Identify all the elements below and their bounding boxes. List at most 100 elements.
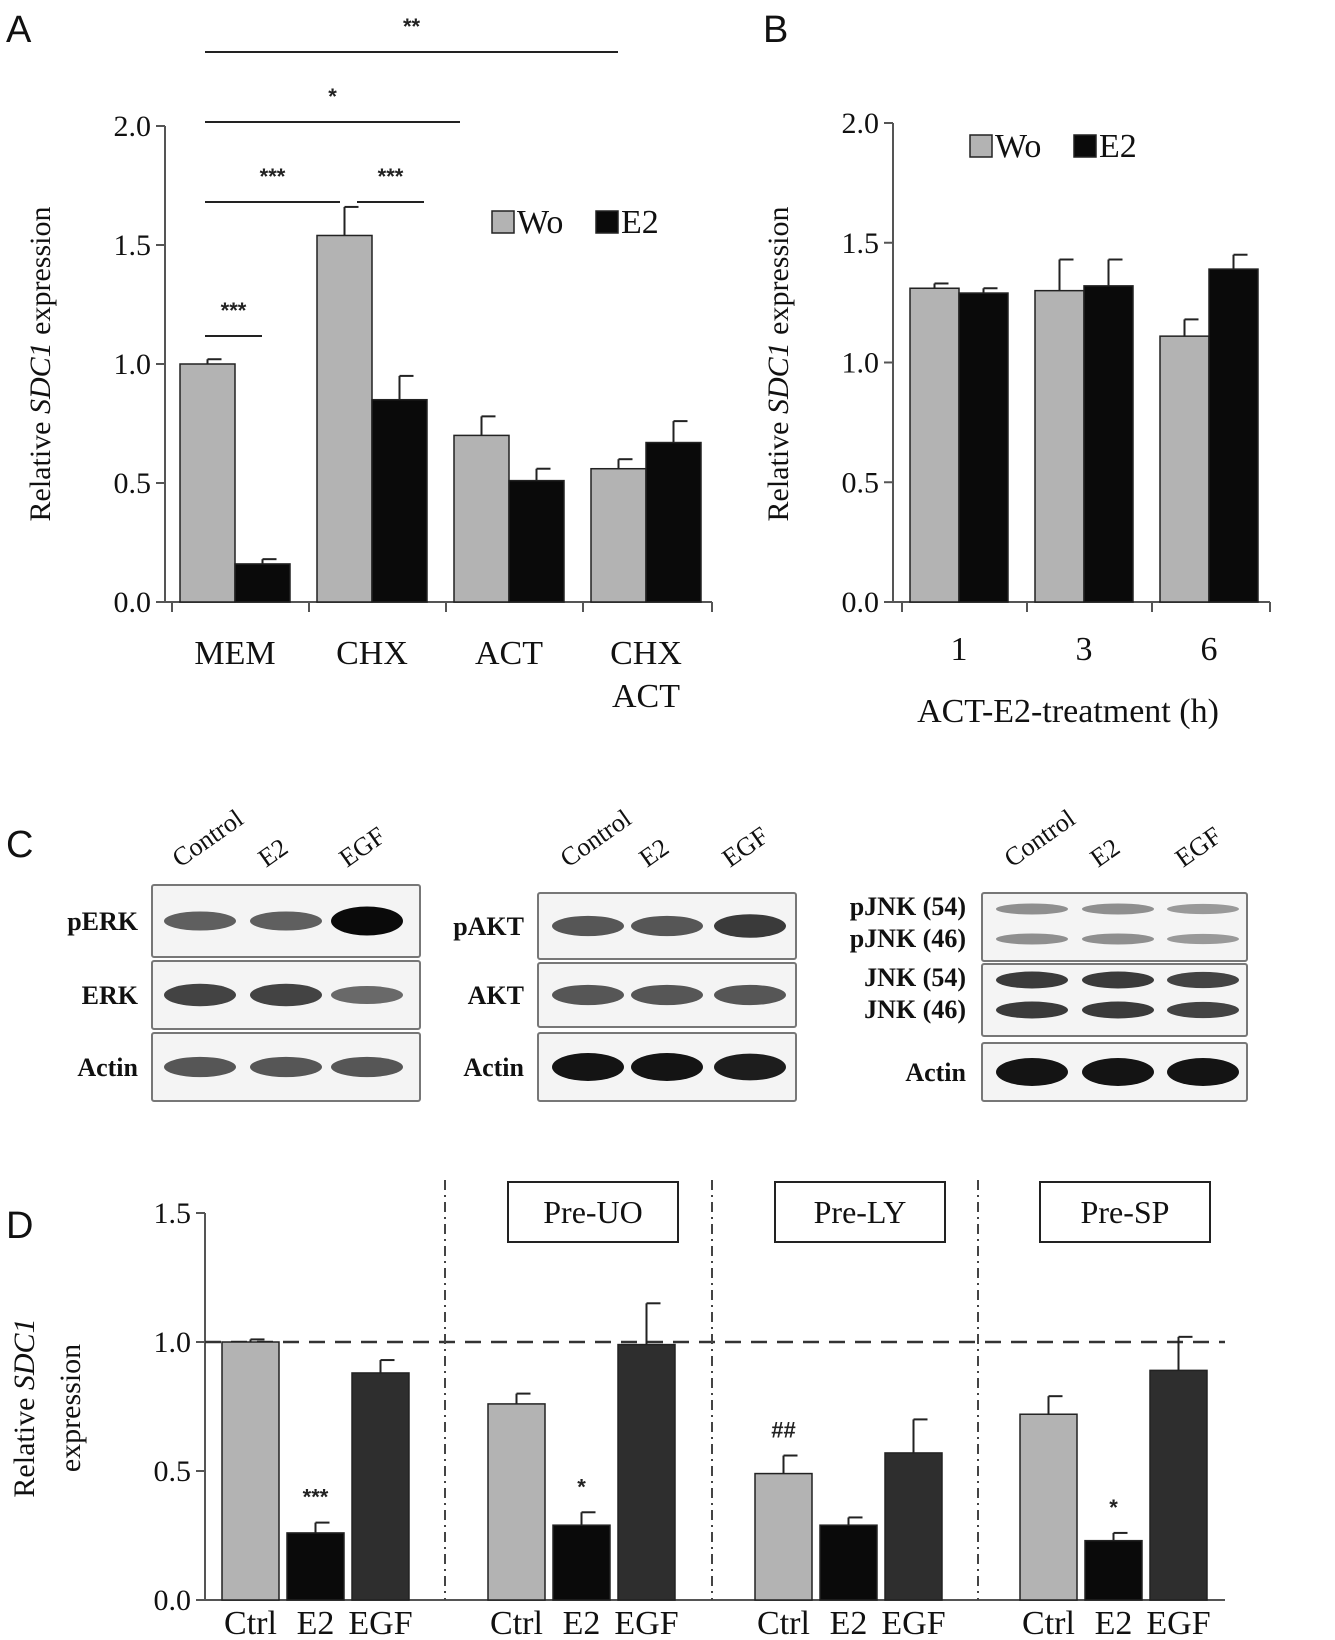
blot-2-band <box>1167 903 1239 915</box>
blot-2-lane-label: Control <box>999 804 1081 873</box>
blot-0-band <box>331 986 403 1004</box>
chart-d-bar-2-egf <box>884 1452 943 1601</box>
chart-d-bar-2-e2 <box>819 1524 878 1601</box>
chart-b: 0.0 0.5 1.0 1.5 2.0 1 3 6 ACT-E2-treatment (h) Re… <box>762 107 1271 730</box>
panel-label-a: A <box>6 9 32 51</box>
chart-a-x-tick-label: ACT <box>475 635 543 672</box>
chart-d-bar-0-egf <box>351 1372 410 1601</box>
blot-0-band <box>250 983 322 1007</box>
chart-d-group-title: Pre-SP <box>1081 1194 1170 1230</box>
chart-b-x-tick-label: 6 <box>1201 631 1218 668</box>
chart-b-bar-wo-2 <box>1159 335 1210 603</box>
blot-2-row-label: Actin <box>905 1058 966 1087</box>
chart-d-y-tick-label: 0.5 <box>154 1455 192 1488</box>
chart-b-y-tick-label: 2.0 <box>842 107 880 140</box>
chart-b-bar-wo-0 <box>909 287 960 603</box>
blot-2-band <box>996 903 1068 915</box>
blot-1-row-label: AKT <box>468 981 524 1010</box>
blot-2-band <box>996 1001 1068 1019</box>
chart-b-y-axis-label-part: expression <box>762 207 795 343</box>
blot-1-band <box>552 915 624 937</box>
chart-a-y-axis-label-part: SDC1 <box>24 342 57 414</box>
chart-d-x-tick-label: EGF <box>1146 1605 1210 1640</box>
chart-a-legend-swatch-wo <box>491 210 515 234</box>
chart-b-x-tick-label: 3 <box>1076 631 1093 668</box>
chart-a-x-tick-label: CHX <box>610 635 682 672</box>
chart-a-legend-label-e2: E2 <box>621 204 659 241</box>
panel-label-d: D <box>6 1205 33 1247</box>
chart-a-y-tick-label: 0.0 <box>114 586 152 619</box>
blot-0-lane-label: Control <box>167 804 249 873</box>
chart-d-x-tick-label: EGF <box>614 1605 678 1640</box>
chart-d-x-tick-label: E2 <box>830 1605 868 1640</box>
blot-2-band <box>996 933 1068 945</box>
blot-1-band <box>552 984 624 1006</box>
blot-1-lane-label: EGF <box>717 821 774 873</box>
chart-b-y-axis-label: Relative SDC1 expression <box>762 207 795 522</box>
blot-0-band <box>331 1056 403 1078</box>
blot-2-band <box>1082 971 1154 989</box>
chart-d-bar-0-ctrl <box>221 1341 280 1601</box>
chart-b-bar-wo-1 <box>1034 289 1085 603</box>
chart-d-significance-mark: *** <box>303 1485 329 1510</box>
blot-1-row-label: Actin <box>463 1053 524 1082</box>
chart-a-bar-wo-1 <box>316 234 373 603</box>
chart-d-x-tick-label: E2 <box>1095 1605 1133 1640</box>
chart-a-significance-label: * <box>328 84 337 109</box>
blot-2-band <box>1082 1001 1154 1019</box>
chart-d-x-tick-label: Ctrl <box>757 1605 810 1640</box>
chart-b-legend-swatch-wo <box>969 134 993 158</box>
chart-a-bar-wo-0 <box>179 363 236 603</box>
chart-d-x-tick-label: Ctrl <box>490 1605 543 1640</box>
chart-a-significance-label: *** <box>221 298 247 323</box>
blot-0-lane-label: EGF <box>334 821 391 873</box>
chart-d-y-tick-label: 0.0 <box>154 1584 192 1617</box>
chart-a-bar-e2-0 <box>234 563 291 603</box>
chart-d-bar-3-e2 <box>1084 1539 1143 1601</box>
blot-1-band <box>631 1053 703 1081</box>
blot-2-band <box>996 971 1068 989</box>
chart-b-x-axis-label: ACT-E2-treatment (h) <box>917 693 1219 730</box>
blot-1-lane-label: Control <box>555 804 637 873</box>
chart-d-group-title: Pre-UO <box>543 1194 643 1230</box>
blot-1-band <box>631 984 703 1006</box>
chart-a-legend-swatch-e2 <box>595 210 619 234</box>
chart-b-y-tick-label: 0.0 <box>842 586 880 619</box>
chart-d-x-tick-label: Ctrl <box>1022 1605 1075 1640</box>
blot-0-band <box>164 1056 236 1078</box>
chart-d-group-title-box <box>507 1181 679 1243</box>
chart-b-bar-e2-2 <box>1208 268 1259 603</box>
chart-d-bar-1-ctrl <box>487 1403 546 1601</box>
blot-2-lane-label: EGF <box>1170 821 1227 873</box>
chart-b-bar-e2-0 <box>958 292 1009 603</box>
chart-a-bar-wo-2 <box>453 434 510 603</box>
blot-0-band <box>164 983 236 1007</box>
blot-1-band <box>552 1053 624 1081</box>
chart-b-legend-label-wo: Wo <box>995 128 1041 165</box>
blot-2-row-label: pJNK (46) <box>850 924 966 953</box>
blot-2-row-label: JNK (46) <box>864 995 966 1024</box>
blot-0-band <box>250 911 322 931</box>
blot-2-row-label: pJNK (54) <box>850 892 966 921</box>
chart-d-y-axis-label-line2: expression <box>54 1344 87 1472</box>
chart-b-x-tick-label: 1 <box>951 631 968 668</box>
chart-d-x-tick-label: EGF <box>348 1605 412 1640</box>
blot-2-band <box>1167 1001 1239 1019</box>
chart-d-group-title: Pre-LY <box>814 1194 907 1230</box>
chart-d-bar-3-ctrl <box>1019 1413 1078 1601</box>
chart-a-y-axis-label-part: Relative <box>24 414 57 521</box>
blot-2-band <box>1082 933 1154 945</box>
blot-2-row-0-frame <box>981 892 1248 962</box>
blot-0-band <box>164 911 236 931</box>
chart-b-y-axis-label-part: SDC1 <box>762 342 795 414</box>
blot-0-row-label: pERK <box>67 907 139 936</box>
blot-0-row-label: Actin <box>77 1053 138 1082</box>
chart-a-bar-wo-3 <box>590 467 647 603</box>
blot-2-band <box>1167 933 1239 945</box>
chart-d-x-tick-label: E2 <box>297 1605 335 1640</box>
chart-a-y-tick-label: 1.0 <box>114 348 152 381</box>
chart-a-bar-e2-2 <box>508 479 565 603</box>
blot-2-band <box>1167 971 1239 989</box>
